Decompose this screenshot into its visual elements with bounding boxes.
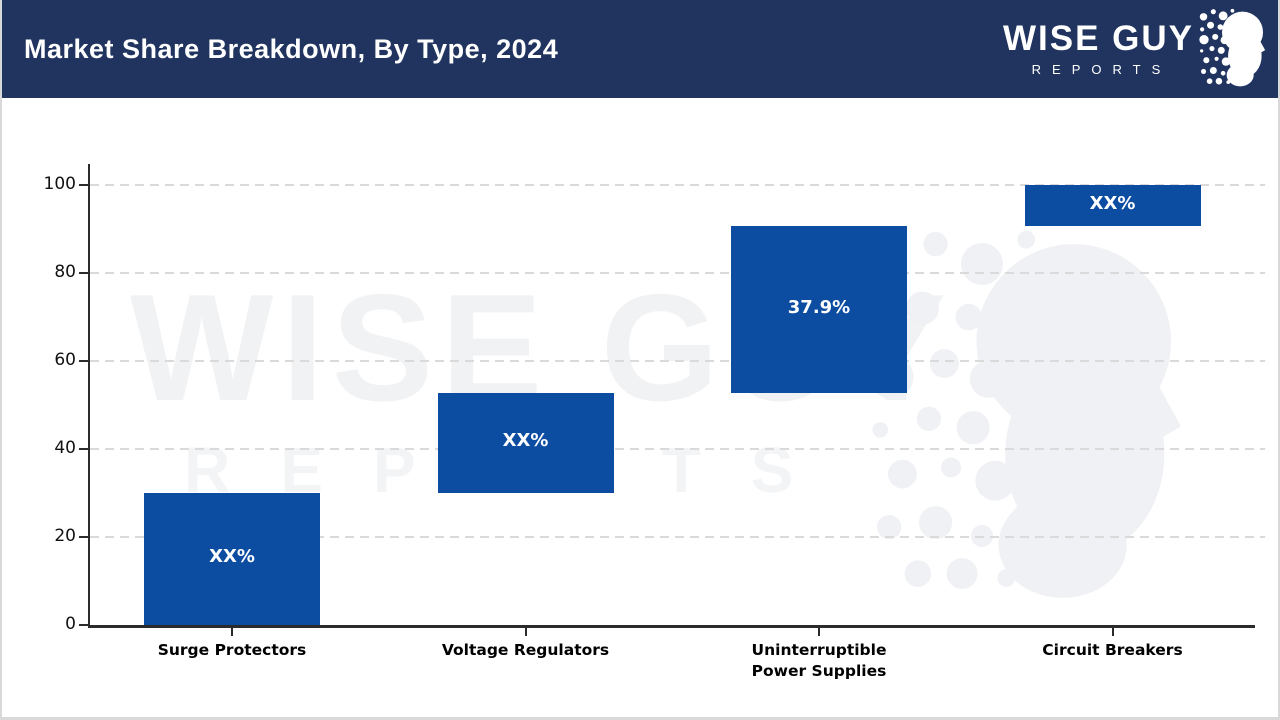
gridline [90,448,1265,450]
y-axis-line [88,164,90,628]
bar-value-label: XX% [502,430,549,452]
bar-value-label: XX% [1089,192,1136,214]
y-tick-mark [79,448,88,450]
bar-voltage-regulators [437,393,614,493]
y-tick-label: 20 [54,526,76,546]
header: Market Share Breakdown, By Type, 2024 WI… [2,0,1278,98]
gridline [90,272,1265,274]
wiseguy-head-icon [1199,8,1266,87]
x-tick-mark [524,628,527,636]
y-tick-mark [79,184,88,186]
x-tick-mark [818,628,820,636]
gridline [90,184,1265,186]
y-tick-label: 0 [65,614,76,634]
logo-subtitle: REPORTS [1031,62,1172,77]
logo-text: WISE GUY REPORTS [1003,21,1194,77]
gridline [90,536,1265,538]
y-tick-mark [79,536,88,538]
bar-value-label: XX% [209,546,255,567]
gridline [90,360,1265,362]
x-tick-label: Voltage Regulators [441,641,610,659]
x-axis-line [88,625,1255,628]
x-tick-mark [231,628,233,636]
x-tick-label: Surge Protectors [157,641,307,659]
logo-wordmark: WISE GUY [1002,19,1194,58]
y-tick-mark [79,624,88,626]
wiseguy-logo: WISE GUY REPORTS [1003,7,1268,91]
bar-circuit-breakers [1024,185,1201,227]
page-title: Market Share Breakdown, By Type, 2024 [24,33,559,64]
x-tick-mark [1111,628,1114,636]
watermark-head-icon [869,230,1181,598]
y-tick-label: 80 [54,262,76,282]
y-tick-label: 60 [54,350,76,370]
y-tick-mark [79,272,88,274]
y-tick-label: 40 [54,438,76,458]
x-tick-label: Circuit Breakers [1042,641,1183,659]
bar-value-label: 37.9% [787,296,851,318]
x-tick-label: Uninterruptible Power Supplies [751,641,887,680]
y-tick-label: 100 [43,174,76,194]
bar-uninterruptible-power-supplies [731,226,907,394]
y-tick-mark [79,360,88,362]
bar-surge-protectors [144,493,320,625]
